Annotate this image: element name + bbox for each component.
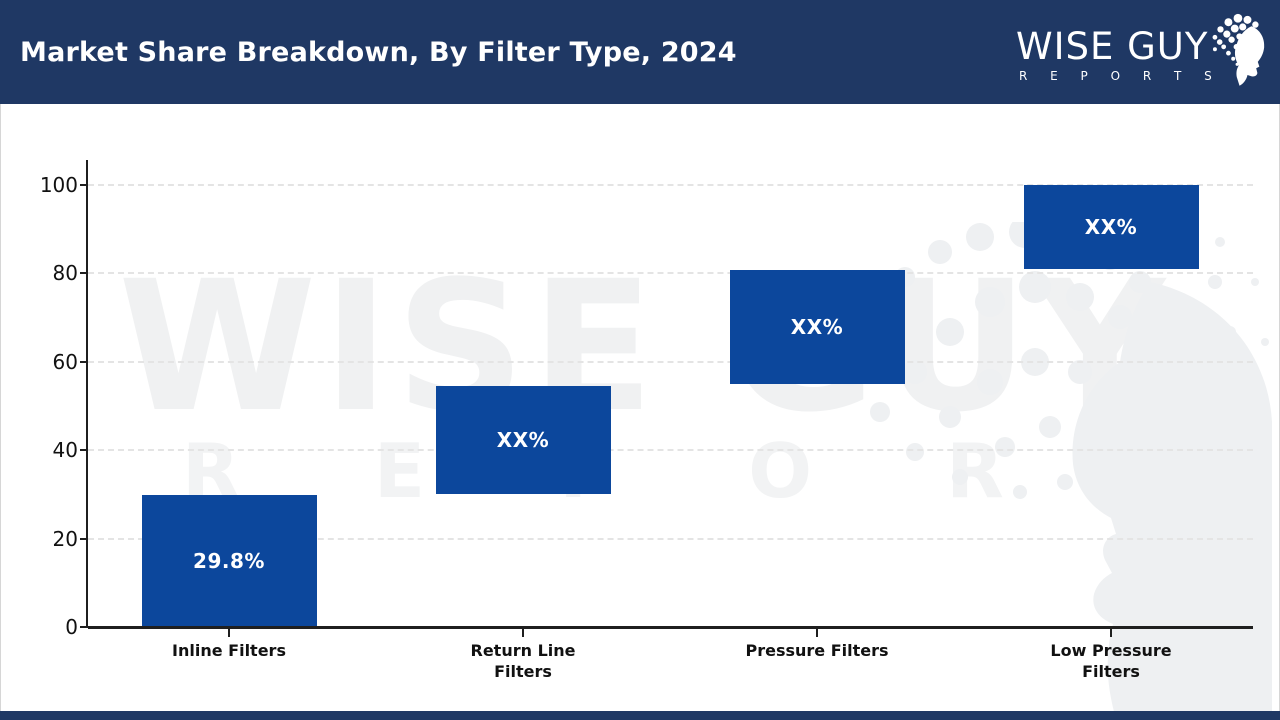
- y-tick-mark: [80, 272, 88, 275]
- y-tick-mark: [80, 449, 88, 452]
- bar-value-label: XX%: [1084, 214, 1138, 239]
- x-tick-mark: [1110, 629, 1112, 637]
- footer-bar: [0, 711, 1280, 720]
- x-axis-line: [88, 626, 1253, 629]
- x-tick-mark: [228, 629, 230, 637]
- gridline-20: [88, 537, 1253, 540]
- bar-value-label: XX%: [496, 428, 550, 453]
- y-tick-label: 80: [52, 261, 78, 286]
- x-category-label-low-pressure-filters: Low Pressure Filters: [1050, 641, 1172, 681]
- y-tick-mark: [80, 360, 88, 363]
- header-bar: Market Share Breakdown, By Filter Type, …: [0, 0, 1280, 104]
- gridline-40: [88, 449, 1253, 452]
- y-tick-label: 0: [65, 615, 78, 639]
- head-dots-icon: [1212, 13, 1265, 86]
- y-tick-mark: [80, 184, 88, 186]
- bar-value-label: 29.8%: [193, 549, 265, 574]
- y-tick-label: 60: [52, 349, 78, 374]
- y-axis-line: [86, 160, 88, 628]
- bar-pressure-filters: XX%: [729, 270, 905, 384]
- x-tick-mark: [816, 629, 818, 637]
- gridline-60: [88, 360, 1253, 363]
- bar-inline-filters: 29.8%: [141, 495, 317, 627]
- y-tick-label: 40: [52, 438, 78, 463]
- x-tick-mark: [522, 629, 524, 637]
- bar-return-line-filters: XX%: [435, 385, 611, 495]
- gridline-100: [88, 184, 1253, 186]
- bar-value-label: XX%: [790, 315, 844, 340]
- logo-subtitle: R E P O R T S: [1019, 68, 1222, 83]
- y-tick-label: 20: [52, 526, 78, 551]
- y-tick-label: 100: [39, 173, 78, 197]
- wiseguy-logo: WISE GUY R E P O R T S: [1016, 10, 1266, 96]
- y-tick-mark: [80, 626, 88, 628]
- bar-low-pressure-filters: XX%: [1023, 185, 1199, 269]
- y-tick-mark: [80, 537, 88, 540]
- chart-title: Market Share Breakdown, By Filter Type, …: [20, 36, 737, 68]
- x-category-label-pressure-filters: Pressure Filters: [745, 641, 889, 660]
- x-category-label-inline-filters: Inline Filters: [172, 641, 286, 660]
- x-category-label-return-line-filters: Return Line Filters: [470, 641, 576, 681]
- logo-name: WISE GUY: [1016, 24, 1209, 68]
- gridline-80: [88, 272, 1253, 275]
